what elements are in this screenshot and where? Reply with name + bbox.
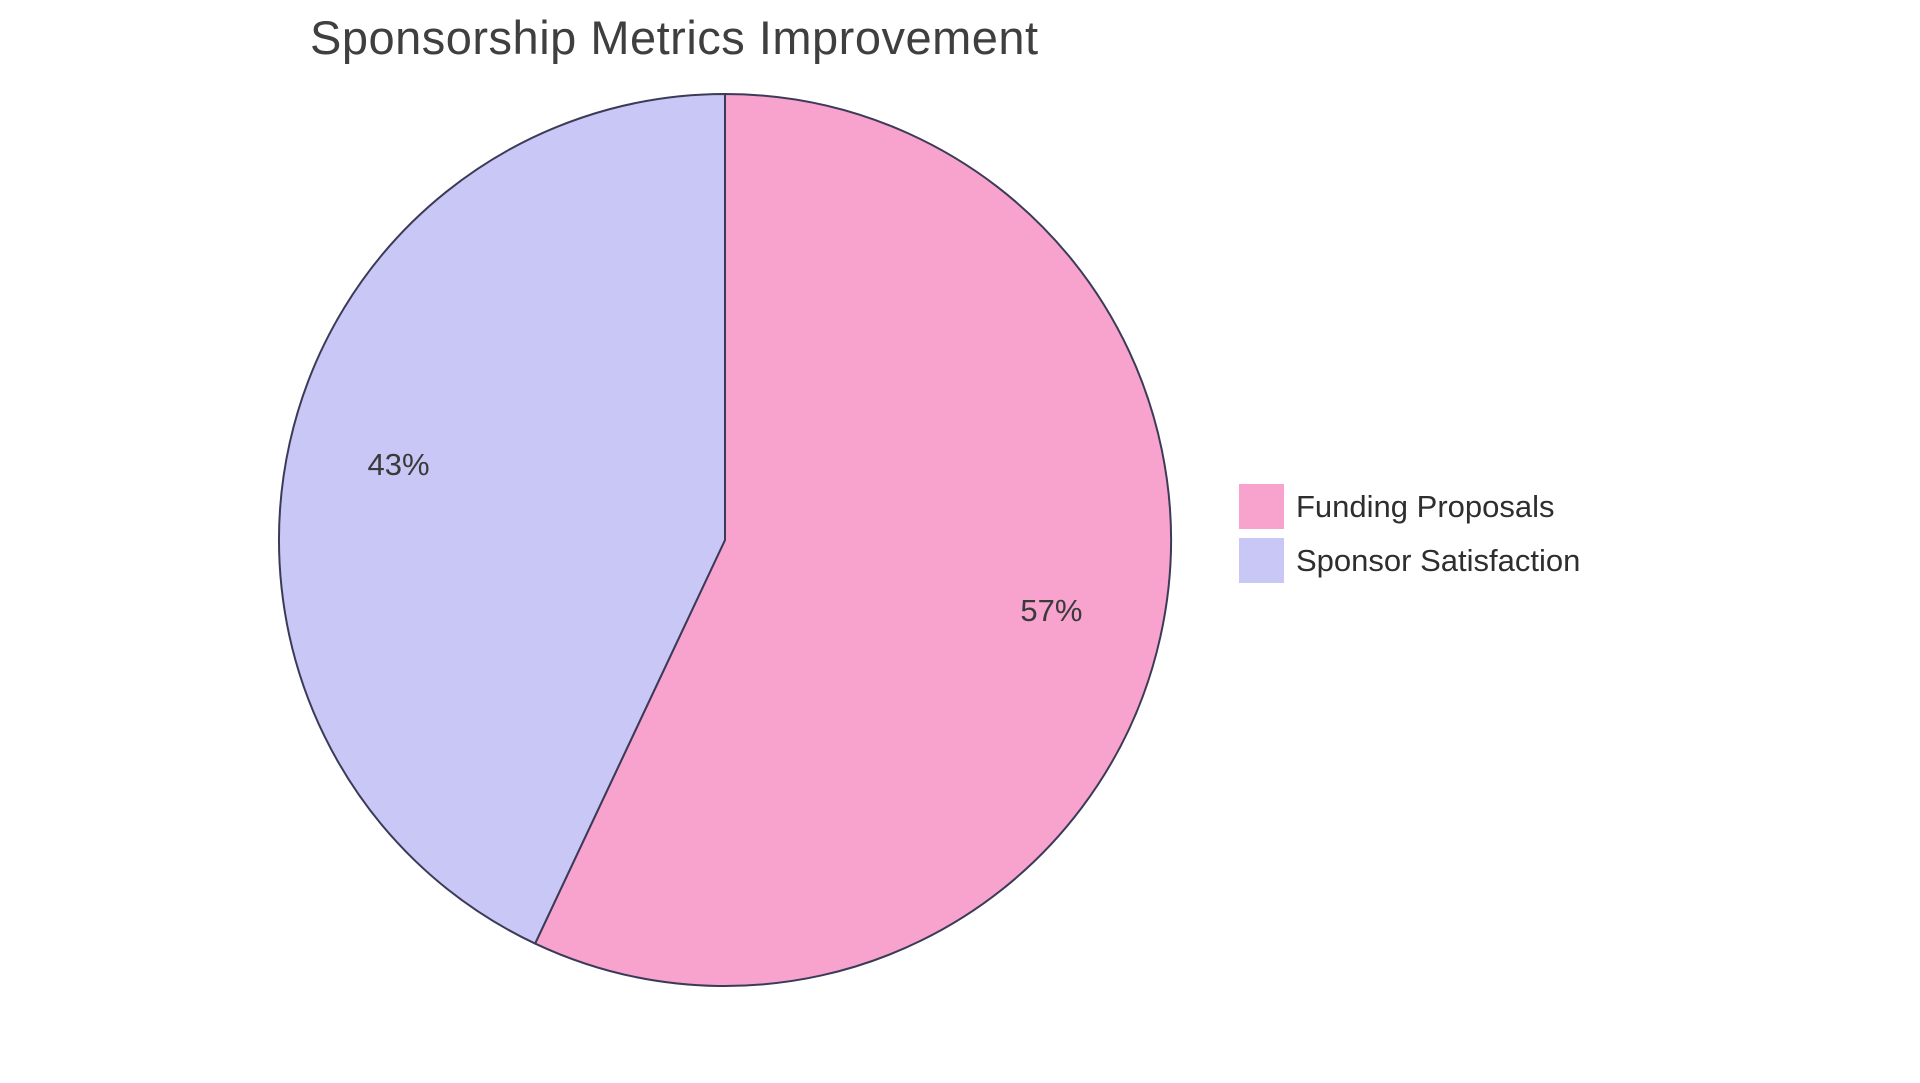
chart-title: Sponsorship Metrics Improvement xyxy=(310,11,1039,64)
legend-label-1: Sponsor Satisfaction xyxy=(1296,542,1581,578)
pie-slice-0 xyxy=(534,93,1172,987)
pie-slice-label-1: 43% xyxy=(368,447,430,482)
legend-swatch-0 xyxy=(1239,484,1284,529)
pie-slice-1 xyxy=(278,93,726,945)
legend-item-0: Funding Proposals xyxy=(1239,484,1580,529)
legend-swatch-1 xyxy=(1239,538,1284,583)
legend-label-0: Funding Proposals xyxy=(1296,488,1555,524)
pie-slice-label-0: 57% xyxy=(1020,593,1082,628)
legend-item-1: Sponsor Satisfaction xyxy=(1239,538,1580,583)
legend: Funding Proposals Sponsor Satisfaction xyxy=(1239,484,1580,583)
